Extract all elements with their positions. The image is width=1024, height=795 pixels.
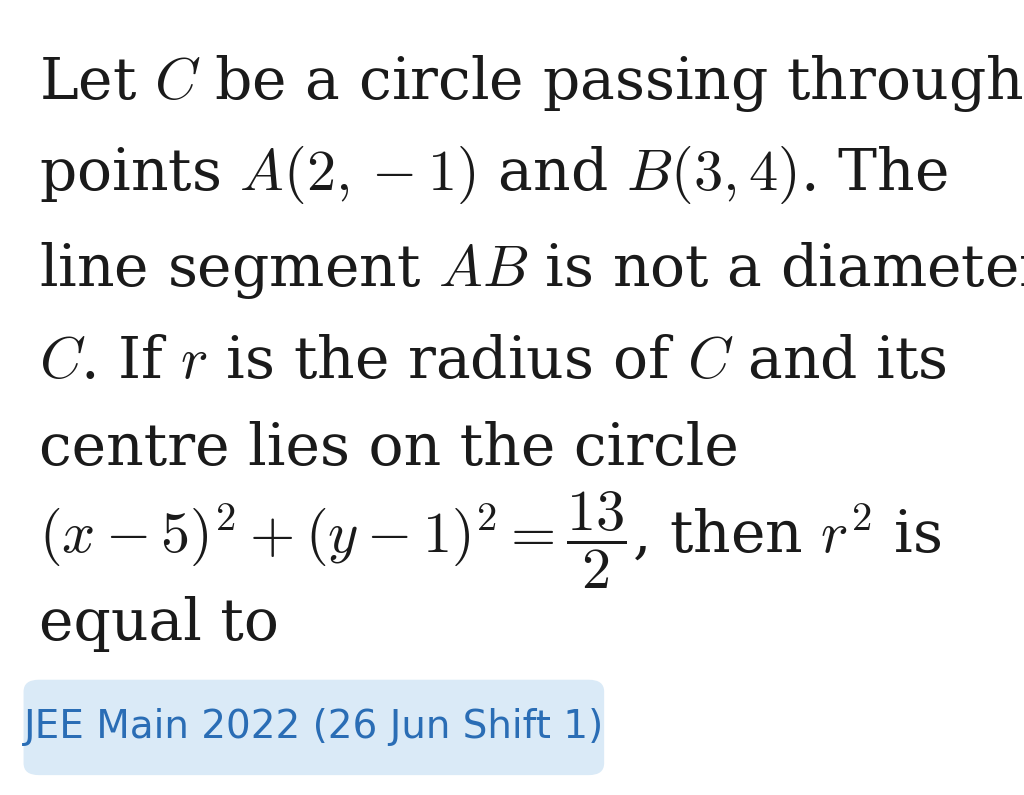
Text: JEE Main 2022 (26 Jun Shift 1): JEE Main 2022 (26 Jun Shift 1) <box>24 708 604 747</box>
Text: points $A(2,-1)$ and $B(3,4)$. The: points $A(2,-1)$ and $B(3,4)$. The <box>39 144 947 206</box>
Text: equal to: equal to <box>39 596 279 652</box>
Text: $(x-5)^2+(y-1)^2=\dfrac{13}{2}$, then $r^2$ is: $(x-5)^2+(y-1)^2=\dfrac{13}{2}$, then $r… <box>39 490 941 591</box>
FancyBboxPatch shape <box>24 680 604 775</box>
Text: centre lies on the circle: centre lies on the circle <box>39 421 738 477</box>
Text: $C$. If $r$ is the radius of $C$ and its: $C$. If $r$ is the radius of $C$ and its <box>39 334 947 390</box>
Text: Let $C$ be a circle passing through the: Let $C$ be a circle passing through the <box>39 53 1024 114</box>
Text: line segment $AB$ is not a diameter of: line segment $AB$ is not a diameter of <box>39 240 1024 301</box>
